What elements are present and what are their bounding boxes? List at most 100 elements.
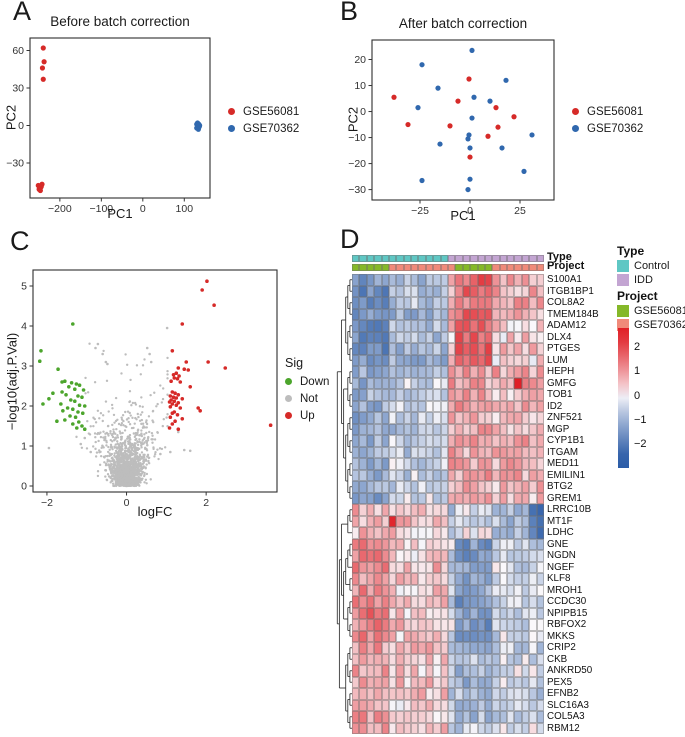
grey-point — [121, 414, 125, 417]
heatmap-cell — [388, 642, 397, 654]
heatmap-cell — [388, 676, 397, 688]
grey-point — [140, 434, 144, 438]
annotation-cell-idd — [507, 255, 515, 262]
heatmap-cell — [492, 492, 500, 504]
point-GSE56081 — [493, 105, 499, 111]
heatmap-cell — [448, 389, 456, 401]
heatmap-cell — [462, 492, 471, 504]
grey-point — [104, 464, 108, 467]
heatmap-cell — [492, 343, 500, 355]
heatmap-cell — [521, 607, 530, 619]
grey-point — [126, 454, 130, 457]
heatmap-cell — [381, 550, 389, 562]
grey-point — [149, 393, 152, 397]
annotation-cell-gse56081 — [352, 264, 360, 271]
grey-point — [144, 467, 147, 470]
heatmap-cell — [529, 423, 537, 435]
heatmap-cell — [499, 274, 508, 286]
heatmap-cell — [352, 274, 360, 286]
heatmap-cell — [425, 665, 434, 677]
heatmap-cell — [448, 538, 456, 550]
grey-point — [143, 433, 146, 436]
heatmap-cell — [484, 274, 493, 286]
grey-point — [166, 413, 169, 416]
heatmap-cell — [529, 584, 537, 596]
heatmap-cell — [440, 343, 448, 355]
point-GSE70362 — [437, 141, 443, 147]
up-point — [170, 411, 175, 415]
grey-point — [120, 372, 123, 375]
grey-point — [109, 438, 112, 442]
heatmap-cell — [381, 377, 389, 389]
heatmap-cell — [529, 274, 537, 286]
heatmap-cell — [499, 527, 508, 539]
point-GSE70362 — [467, 145, 473, 151]
heatmap-cell — [396, 343, 404, 355]
heatmap-cell — [418, 619, 426, 631]
heatmap-cell — [381, 515, 389, 527]
heatmap-cell — [462, 538, 471, 550]
heatmap-cell — [396, 619, 404, 631]
heatmap-cell — [477, 699, 485, 711]
heatmap-cell — [499, 504, 508, 516]
heatmap-cell — [492, 320, 500, 332]
grey-point — [106, 458, 109, 462]
heatmap-cell — [418, 389, 426, 401]
heatmap-cell — [403, 320, 412, 332]
grey-point — [146, 439, 150, 442]
heatmap-cell — [455, 676, 463, 688]
grey-point — [144, 459, 148, 462]
heatmap-cell — [529, 630, 537, 642]
annotation-cell-gse70362 — [433, 264, 441, 271]
annotation-cell-idd — [448, 255, 456, 262]
heatmap-cell — [536, 515, 544, 527]
heatmap-cell — [514, 504, 522, 516]
grey-point — [152, 420, 155, 424]
grey-point — [145, 431, 148, 435]
grey-point — [151, 441, 154, 444]
heatmap-cell — [418, 297, 426, 309]
heatmap-cell — [359, 297, 367, 309]
heatmap-cell — [388, 653, 397, 665]
heatmap-cell — [425, 561, 434, 573]
heatmap-cell — [521, 377, 530, 389]
heatmap-cell — [359, 722, 367, 734]
heatmap-cell — [433, 320, 441, 332]
grey-point — [108, 452, 111, 455]
grey-point — [131, 480, 134, 483]
grey-point — [117, 474, 121, 478]
heatmap-cell — [514, 665, 522, 677]
heatmap-cell — [440, 481, 448, 493]
grey-point — [161, 424, 164, 428]
heatmap-cell — [492, 561, 500, 573]
heatmap-cell — [529, 366, 537, 378]
grey-point — [123, 449, 127, 453]
heatmap-cell — [470, 619, 478, 631]
heatmap-cell — [359, 423, 367, 435]
heatmap-cell — [455, 285, 463, 297]
heatmap-cell — [455, 366, 463, 378]
heatmap-cell — [536, 320, 544, 332]
heatmap-cell — [448, 504, 456, 516]
heatmap-cell — [514, 377, 522, 389]
annotation-cell-gse70362 — [396, 264, 404, 271]
heatmap-cell — [484, 527, 493, 539]
heatmap-cell — [462, 642, 471, 654]
heatmap-cell — [484, 423, 493, 435]
heatmap-cell — [411, 343, 419, 355]
heatmap-cell — [366, 607, 375, 619]
heatmap-cell — [514, 481, 522, 493]
heatmap-cell — [433, 699, 441, 711]
heatmap-cell — [440, 435, 448, 447]
grey-point — [115, 460, 118, 463]
heatmap-cell — [374, 343, 382, 355]
heatmap-cell — [492, 665, 500, 677]
heatmap-cell — [418, 274, 426, 286]
heatmap-cell — [484, 435, 493, 447]
grey-point — [128, 423, 132, 426]
heatmap-cell — [448, 527, 456, 539]
heatmap-cell — [425, 538, 434, 550]
heatmap-cell — [388, 412, 397, 424]
grey-point — [104, 432, 107, 435]
heatmap-cell — [529, 619, 537, 631]
